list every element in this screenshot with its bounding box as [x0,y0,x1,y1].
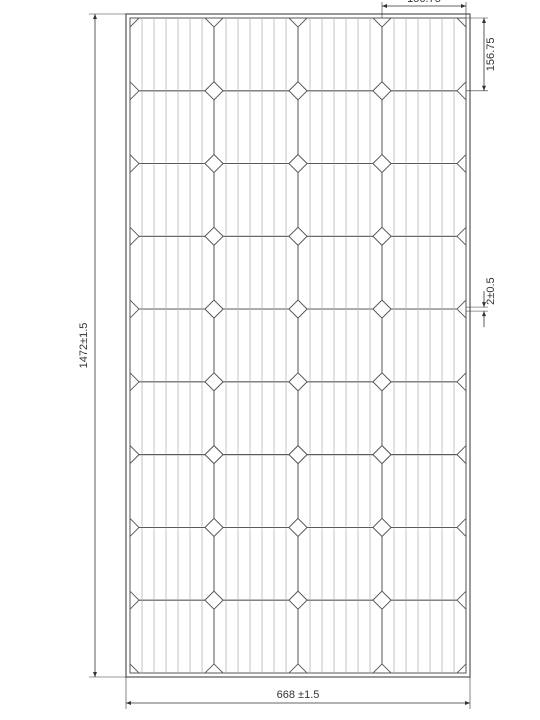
solar-panel-drawing: 1472±1.5 668 ±1.5 156.75 156.75 2±0.5 [0,0,540,720]
dim-height: 1472±1.5 [78,323,90,369]
dim-gap: 2±0.5 [485,277,497,304]
dim-cell-h: 156.75 [485,38,497,72]
dim-width: 668 ±1.5 [277,689,320,701]
dimensions: 1472±1.5 668 ±1.5 156.75 156.75 2±0.5 [78,0,497,709]
dim-cell-w: 156.75 [407,0,441,5]
solar-panel [126,14,470,677]
